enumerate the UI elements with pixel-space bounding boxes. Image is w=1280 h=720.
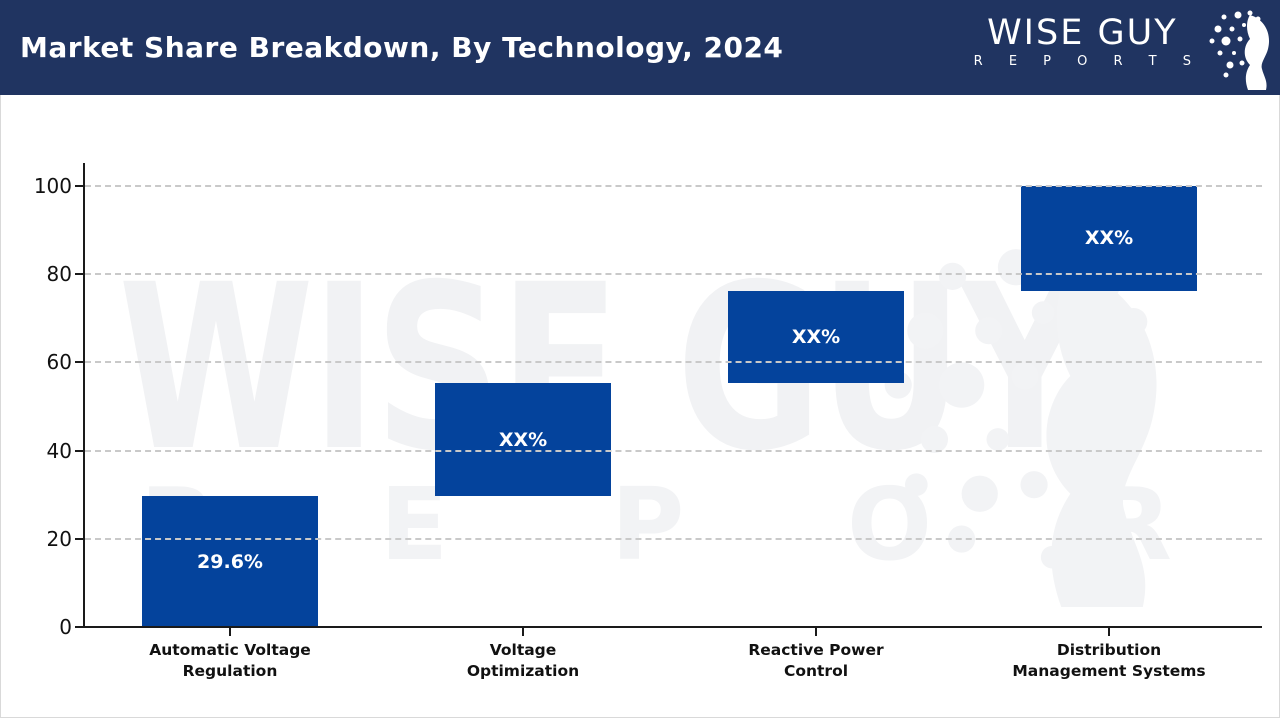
- x-category-label: Distribution Management Systems: [969, 640, 1249, 682]
- category-label-line2: Management Systems: [1012, 662, 1206, 680]
- y-axis-line: [83, 163, 85, 628]
- y-tick-label: 60: [46, 350, 72, 375]
- x-tick-mark: [1108, 628, 1110, 636]
- logo-reports-text: R E P O R T S: [973, 54, 1202, 69]
- bar-value-label: XX%: [1084, 227, 1134, 250]
- gridline-40: [85, 449, 1262, 452]
- gridline-100: [85, 185, 1262, 187]
- category-label-line1: Automatic Voltage: [149, 641, 311, 659]
- x-category-label: Voltage Optimization: [383, 640, 663, 682]
- y-tick-mark: [75, 449, 83, 452]
- category-label-line2: Regulation: [182, 662, 278, 680]
- y-tick-mark: [75, 273, 83, 276]
- category-label-line2: Control: [783, 662, 849, 680]
- logo: WISE GUY R E P O R T S: [963, 13, 1202, 69]
- category-label-line1: Voltage: [489, 641, 557, 659]
- bar-2: XX%: [435, 383, 611, 497]
- x-category-label: Automatic Voltage Regulation: [90, 640, 370, 682]
- gridline-80: [85, 273, 1262, 276]
- x-tick-mark: [229, 628, 231, 636]
- x-axis-line: [83, 626, 1262, 628]
- y-tick-label: 80: [46, 262, 72, 287]
- gridline-20: [85, 537, 1262, 540]
- y-tick-label: 20: [46, 526, 72, 551]
- x-tick-mark: [522, 628, 524, 636]
- y-tick-label: 40: [46, 438, 72, 463]
- bar-value-label: 29.6%: [197, 550, 263, 573]
- gridline-60: [85, 361, 1262, 364]
- watermark-face-icon: [884, 244, 1157, 607]
- category-label-line1: Reactive Power: [748, 641, 884, 659]
- y-tick-mark: [75, 185, 83, 187]
- bar-3: XX%: [728, 290, 904, 384]
- bar-1: 29.6%: [142, 496, 318, 627]
- logo-face-icon: [1209, 10, 1270, 90]
- y-tick-mark: [75, 361, 83, 364]
- y-tick-mark: [75, 626, 83, 628]
- bar-value-label: XX%: [791, 325, 841, 348]
- y-tick-label: 0: [59, 615, 72, 639]
- bar-4: XX%: [1021, 186, 1197, 291]
- category-label-line1: Distribution: [1056, 641, 1162, 659]
- header-band: Market Share Breakdown, By Technology, 2…: [0, 0, 1280, 95]
- y-tick-mark: [75, 537, 83, 540]
- category-label-line2: Optimization: [466, 662, 580, 680]
- y-tick-label: 100: [33, 174, 72, 198]
- x-category-label: Reactive Power Control: [676, 640, 956, 682]
- logo-wiseguy-text: WISE GUY: [987, 13, 1178, 53]
- bar-value-label: XX%: [498, 428, 548, 451]
- x-tick-mark: [815, 628, 817, 636]
- page-title: Market Share Breakdown, By Technology, 2…: [20, 31, 784, 64]
